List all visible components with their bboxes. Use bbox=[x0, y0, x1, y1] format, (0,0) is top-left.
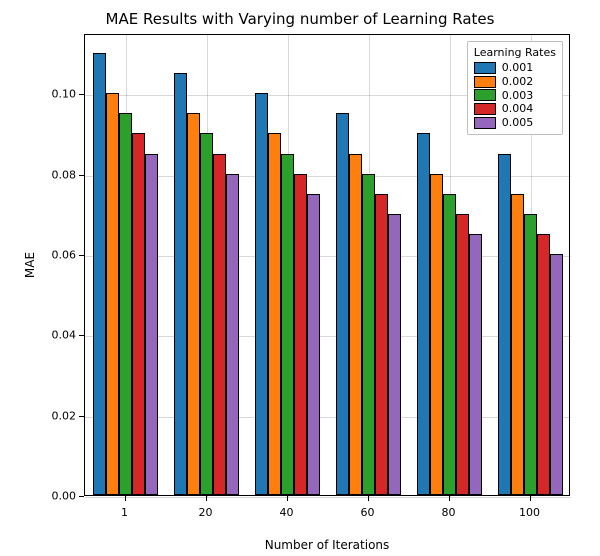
bar bbox=[430, 174, 443, 495]
y-tick-mark bbox=[79, 94, 84, 95]
plot-area: Learning Rates0.0010.0020.0030.0040.005 bbox=[84, 34, 570, 496]
bar bbox=[511, 194, 524, 495]
legend-swatch bbox=[474, 103, 496, 115]
y-tick-mark bbox=[79, 335, 84, 336]
y-tick-mark bbox=[79, 496, 84, 497]
x-tick-mark bbox=[368, 496, 369, 501]
legend-swatch bbox=[474, 117, 496, 129]
x-tick-label: 40 bbox=[280, 506, 294, 519]
legend-item: 0.004 bbox=[474, 102, 556, 116]
figure: MAE Results with Varying number of Learn… bbox=[0, 0, 600, 556]
bar bbox=[537, 234, 550, 495]
legend-item: 0.005 bbox=[474, 116, 556, 130]
bar bbox=[200, 133, 213, 495]
bar bbox=[388, 214, 401, 495]
x-tick-label: 60 bbox=[361, 506, 375, 519]
y-tick-label: 0.04 bbox=[52, 329, 77, 342]
bar bbox=[469, 234, 482, 495]
legend-label: 0.005 bbox=[502, 116, 534, 130]
bar bbox=[349, 154, 362, 495]
y-tick-label: 0.10 bbox=[52, 88, 77, 101]
legend-title: Learning Rates bbox=[474, 46, 556, 61]
bar bbox=[443, 194, 456, 495]
bar bbox=[524, 214, 537, 495]
y-tick-label: 0.00 bbox=[52, 490, 77, 503]
bar bbox=[307, 194, 320, 495]
x-tick-mark bbox=[125, 496, 126, 501]
bar bbox=[93, 53, 106, 495]
bar bbox=[362, 174, 375, 495]
bar bbox=[106, 93, 119, 495]
y-tick-mark bbox=[79, 255, 84, 256]
y-tick-mark bbox=[79, 416, 84, 417]
bar bbox=[281, 154, 294, 495]
legend-item: 0.001 bbox=[474, 61, 556, 75]
legend-label: 0.001 bbox=[502, 61, 534, 75]
y-tick-label: 0.02 bbox=[52, 409, 77, 422]
x-tick-label: 80 bbox=[442, 506, 456, 519]
bar bbox=[456, 214, 469, 495]
legend-swatch bbox=[474, 76, 496, 88]
legend-label: 0.003 bbox=[502, 89, 534, 103]
bar bbox=[550, 254, 563, 495]
x-tick-label: 100 bbox=[519, 506, 540, 519]
legend-item: 0.003 bbox=[474, 89, 556, 103]
legend-label: 0.002 bbox=[502, 75, 534, 89]
bar bbox=[498, 154, 511, 495]
x-tick-mark bbox=[206, 496, 207, 501]
y-tick-label: 0.06 bbox=[52, 248, 77, 261]
legend: Learning Rates0.0010.0020.0030.0040.005 bbox=[467, 41, 563, 135]
y-tick-label: 0.08 bbox=[52, 168, 77, 181]
x-tick-mark bbox=[530, 496, 531, 501]
x-axis-label: Number of Iterations bbox=[84, 538, 570, 552]
bar bbox=[213, 154, 226, 495]
bar bbox=[255, 93, 268, 495]
legend-item: 0.002 bbox=[474, 75, 556, 89]
x-tick-mark bbox=[287, 496, 288, 501]
x-tick-label: 20 bbox=[199, 506, 213, 519]
legend-label: 0.004 bbox=[502, 102, 534, 116]
bar bbox=[417, 133, 430, 495]
legend-swatch bbox=[474, 62, 496, 74]
bar bbox=[174, 73, 187, 495]
legend-swatch bbox=[474, 89, 496, 101]
y-tick-mark bbox=[79, 175, 84, 176]
bar bbox=[294, 174, 307, 495]
y-axis-label: MAE bbox=[23, 252, 37, 278]
x-tick-label: 1 bbox=[121, 506, 128, 519]
bar bbox=[268, 133, 281, 495]
bar bbox=[132, 133, 145, 495]
x-tick-mark bbox=[449, 496, 450, 501]
bar bbox=[336, 113, 349, 495]
bar bbox=[119, 113, 132, 495]
chart-title: MAE Results with Varying number of Learn… bbox=[0, 10, 600, 28]
gridline-horizontal bbox=[85, 497, 571, 498]
bar bbox=[187, 113, 200, 495]
bar bbox=[226, 174, 239, 495]
bar bbox=[145, 154, 158, 495]
bar bbox=[375, 194, 388, 495]
